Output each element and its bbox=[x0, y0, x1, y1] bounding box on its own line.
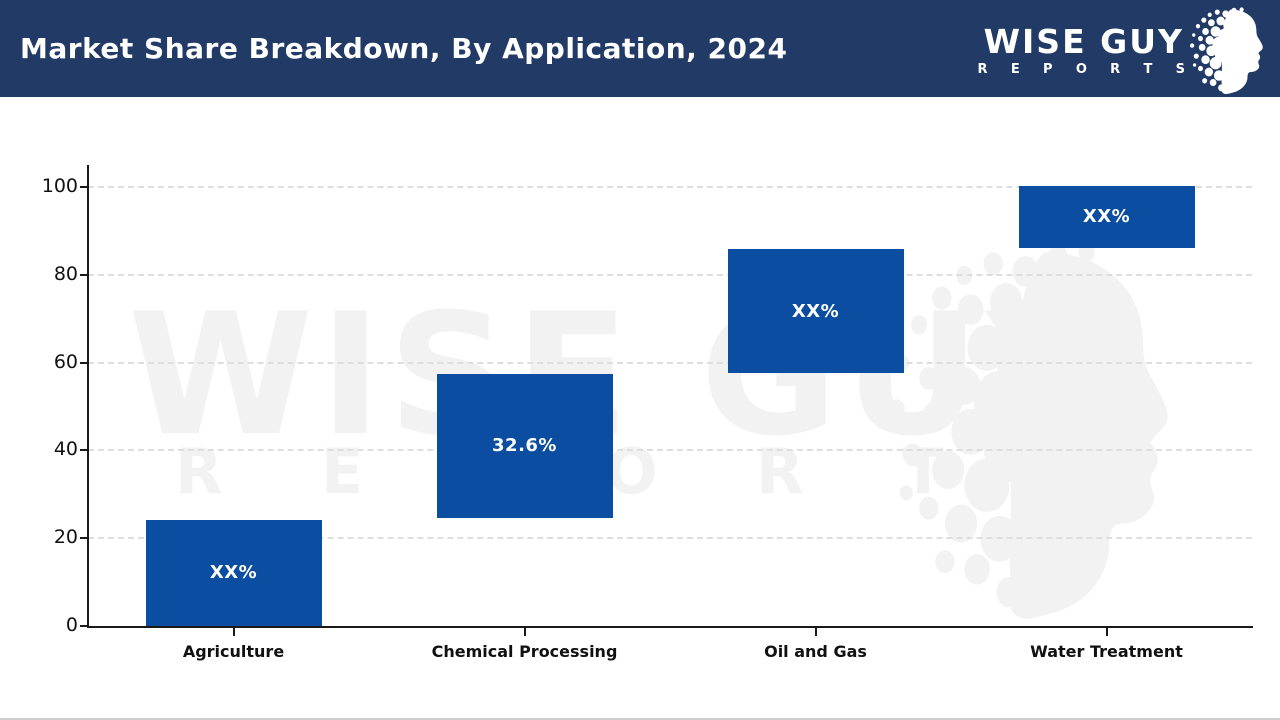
y-tick-mark bbox=[80, 449, 88, 452]
gridline bbox=[88, 273, 1252, 276]
header-bar: Market Share Breakdown, By Application, … bbox=[0, 0, 1280, 97]
x-tick-mark bbox=[1105, 628, 1108, 636]
gridline bbox=[88, 449, 1252, 452]
wise-guy-reports-logo: WISE GUY R E P O R T S bbox=[972, 6, 1266, 94]
y-tick-label: 80 bbox=[53, 262, 78, 285]
y-tick-mark bbox=[80, 537, 88, 540]
logo-text: WISE GUY R E P O R T S bbox=[972, 21, 1196, 77]
page-title: Market Share Breakdown, By Application, … bbox=[20, 32, 788, 65]
x-tick-label: Water Treatment bbox=[1030, 642, 1183, 661]
bar-chemical-processing: 32.6% bbox=[436, 374, 613, 518]
bar-oil-and-gas: XX% bbox=[727, 249, 904, 373]
y-tick-label: 0 bbox=[65, 614, 78, 636]
x-tick-label: Agriculture bbox=[182, 642, 285, 661]
gridline bbox=[88, 537, 1252, 540]
y-tick-mark bbox=[80, 361, 88, 364]
y-axis-line bbox=[87, 165, 89, 626]
bar-value-label: XX% bbox=[791, 300, 840, 322]
y-tick-label: 20 bbox=[53, 526, 78, 549]
bar-value-label: 32.6% bbox=[492, 435, 557, 457]
watermark-wordmark: WISE GUY bbox=[128, 277, 1115, 473]
y-tick-label: 60 bbox=[53, 350, 78, 373]
x-tick-mark bbox=[814, 628, 817, 636]
gridline bbox=[88, 361, 1252, 364]
y-tick-mark bbox=[80, 273, 88, 276]
logo-wordmark: WISE GUY bbox=[983, 21, 1184, 61]
bar-water-treatment: XX% bbox=[1018, 185, 1195, 248]
gridline bbox=[88, 186, 1252, 188]
x-tick-mark bbox=[232, 628, 235, 636]
bar-value-label: XX% bbox=[209, 562, 258, 584]
x-axis-line bbox=[87, 626, 1253, 628]
y-tick-label: 40 bbox=[53, 438, 78, 461]
watermark-head-icon bbox=[888, 242, 1168, 619]
bar-value-label: XX% bbox=[1082, 206, 1131, 228]
bar-agriculture: XX% bbox=[145, 519, 322, 626]
chart-area: WISE GUY R E P O R T S 0 20 40 60 80 100 Agric… bbox=[0, 97, 1280, 718]
y-tick-mark bbox=[80, 186, 88, 188]
x-tick-mark bbox=[523, 628, 526, 636]
y-tick-label: 100 bbox=[41, 175, 78, 197]
x-tick-label: Chemical Processing bbox=[431, 642, 618, 661]
y-tick-mark bbox=[80, 625, 88, 627]
x-tick-label: Oil and Gas bbox=[764, 642, 867, 661]
logo-subtitle: R E P O R T S bbox=[977, 61, 1196, 77]
